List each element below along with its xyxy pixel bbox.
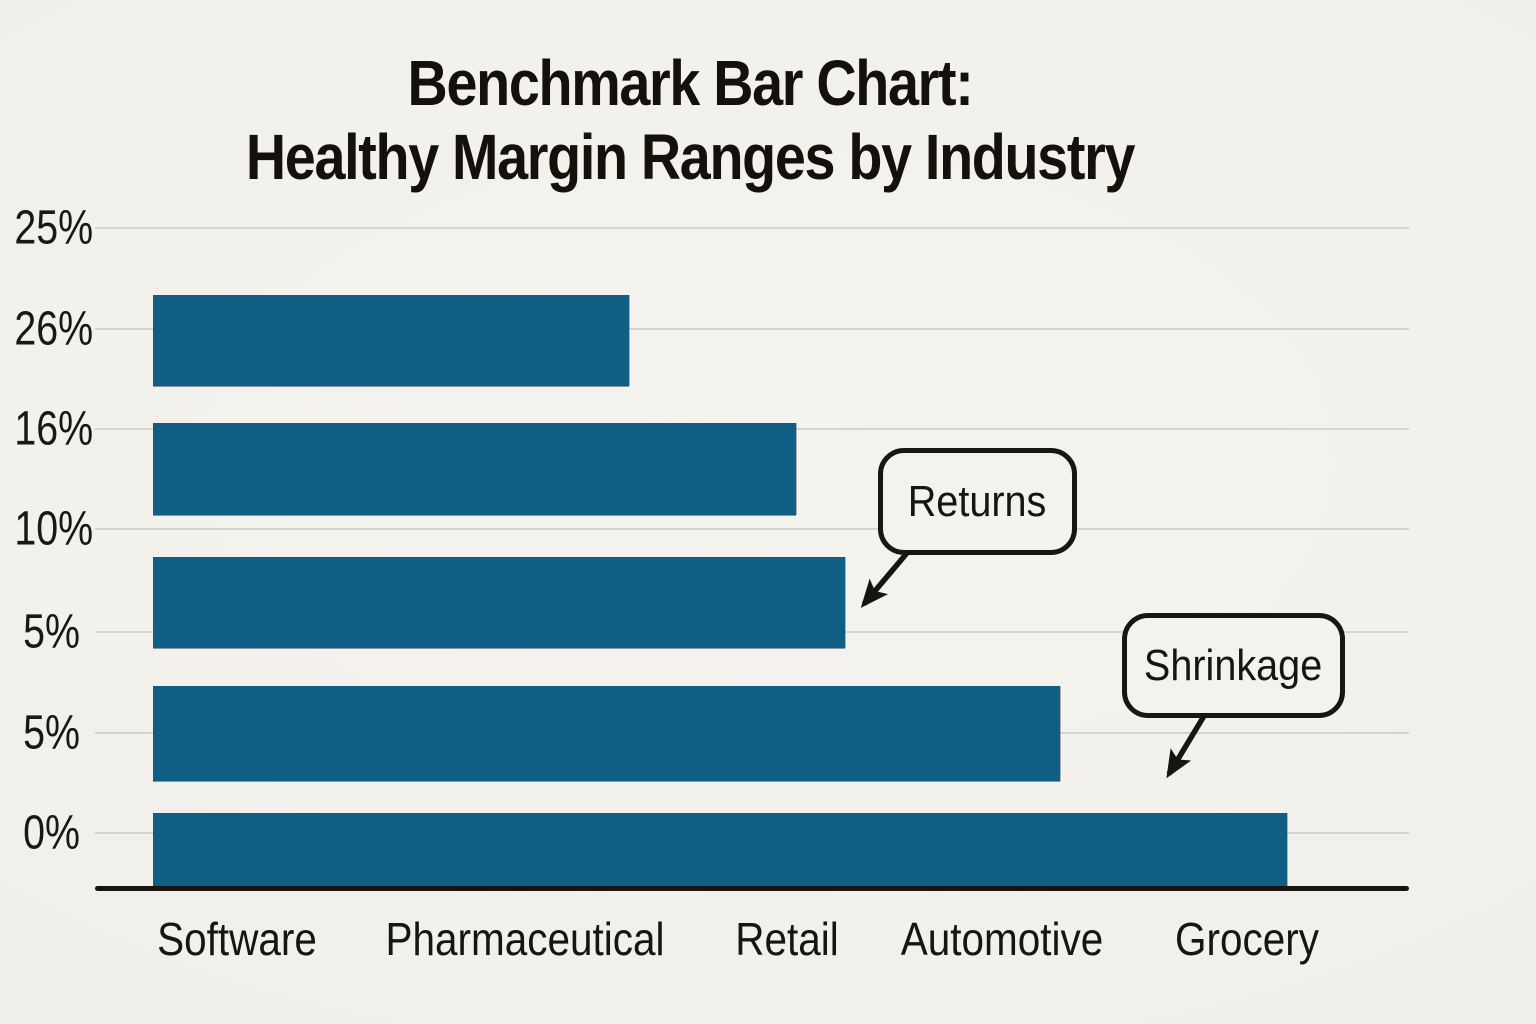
gridline: [95, 528, 1409, 530]
y-tick-label: 10%: [14, 502, 94, 556]
y-tick-label: 5%: [23, 605, 80, 659]
gridline: [95, 227, 1409, 229]
bar-pharmaceutical: [153, 423, 796, 515]
category-label-grocery: Grocery: [1175, 913, 1319, 965]
category-label-retail: Retail: [735, 913, 839, 965]
chart-title-line1: Benchmark Bar Chart:: [407, 47, 974, 119]
shrinkage-callout: Shrinkage: [1122, 613, 1345, 718]
y-tick-label: 16%: [14, 402, 94, 456]
y-tick-label: 26%: [14, 302, 94, 356]
y-tick-label: 5%: [23, 706, 80, 760]
gridline: [95, 328, 1409, 330]
category-label-pharmaceutical: Pharmaceutical: [385, 913, 665, 965]
bar-automotive: [153, 686, 1060, 781]
chart-title: Benchmark Bar Chart: Healthy Margin Rang…: [90, 46, 1291, 194]
category-label-software: Software: [157, 913, 317, 965]
shrinkage-arrow-icon: [1166, 714, 1207, 779]
x-axis-line: [95, 886, 1409, 891]
returns-arrow-icon: [860, 551, 910, 608]
bar-retail: [153, 557, 845, 648]
chart-title-line2: Healthy Margin Ranges by Industry: [245, 121, 1136, 193]
shrinkage-callout-label: Shrinkage: [1144, 640, 1323, 690]
returns-callout-label: Returns: [908, 476, 1047, 526]
y-tick-label: 0%: [23, 806, 80, 860]
y-tick-label: 25%: [14, 201, 94, 255]
returns-callout: Returns: [878, 448, 1077, 555]
bar-grocery: [153, 813, 1287, 889]
category-label-automotive: Automotive: [900, 913, 1104, 965]
bar-software: [153, 295, 629, 386]
